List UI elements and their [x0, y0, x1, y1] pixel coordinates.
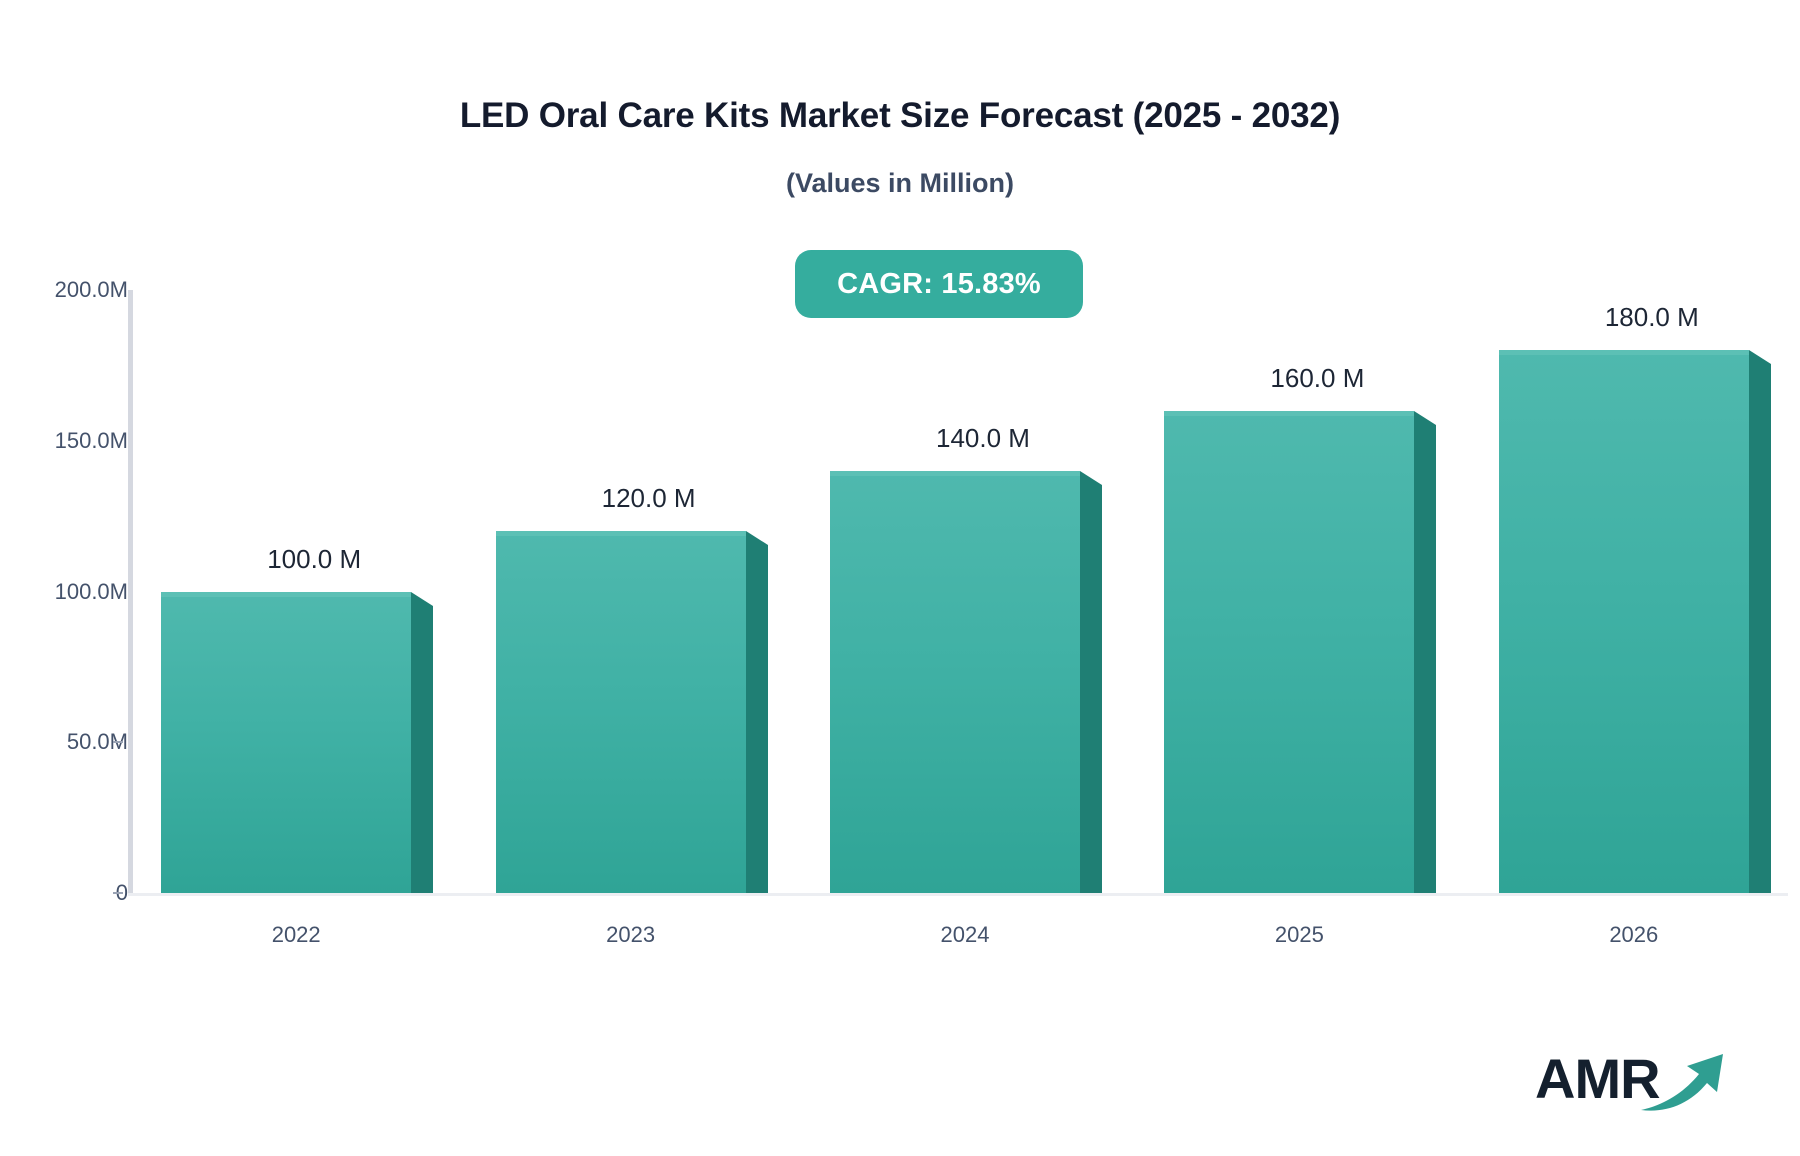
y-axis-tick-label: 100.0M — [54, 578, 128, 604]
y-axis-tick-label: 200.0M — [54, 277, 128, 302]
bar-value-label: 100.0 M — [267, 543, 362, 574]
bar-top-face — [1748, 350, 1771, 365]
x-axis-tick-label: 2024 — [940, 922, 990, 947]
bar-top-highlight — [161, 591, 412, 597]
bar-value-label: 160.0 M — [1270, 362, 1365, 393]
bar-top-highlight — [495, 531, 746, 537]
y-axis-tick-label: 0 — [115, 880, 128, 905]
x-axis-baseline — [128, 893, 1788, 896]
bar-top-highlight — [830, 470, 1080, 476]
y-axis-tick-label: 150.0M — [54, 427, 128, 453]
bar-top-face — [411, 591, 434, 606]
x-axis-tick-label: 2026 — [1609, 922, 1659, 947]
bar-top-highlight — [1498, 350, 1749, 356]
bar-front-face — [1498, 350, 1749, 893]
x-axis-tick-label: 2022 — [271, 922, 321, 947]
bar-side-face — [1414, 424, 1437, 893]
bar-top-face — [745, 531, 768, 546]
bar-side-face — [411, 605, 434, 893]
x-axis-tick-label: 2025 — [1274, 922, 1324, 947]
bars-layer: 100.0 M 2022 120.0 M 2023 140.0 M 2024 160.0 M… — [128, 0, 1800, 1156]
cagr-badge: CAGR: 15.83% — [795, 250, 1083, 318]
bar-value-label: 120.0 M — [601, 483, 696, 514]
amr-logo: AMR — [1535, 1040, 1725, 1120]
bar — [1498, 350, 1771, 893]
bar-top-face — [1080, 470, 1102, 485]
y-axis-tick-mark — [113, 892, 123, 894]
bar-front-face — [830, 470, 1080, 893]
upward-arrow-icon — [1641, 1054, 1723, 1111]
bar — [1164, 410, 1437, 893]
bar-front-face — [1164, 410, 1415, 893]
y-axis: 0 50.0M 100.0M 150.0M 200.0M — [0, 0, 128, 1156]
bar-top-highlight — [1164, 410, 1415, 416]
bar — [830, 470, 1102, 893]
bar-value-label: 140.0 M — [936, 422, 1030, 453]
page-title: LED Oral Care Kits Market Size Forecast … — [459, 96, 1341, 135]
bar-side-face — [1748, 364, 1771, 893]
bar-front-face — [495, 531, 746, 893]
bar-side-face — [745, 545, 768, 893]
y-axis-tick-mark — [113, 741, 123, 744]
bar-side-face — [1080, 484, 1102, 893]
y-axis-tick-label: 50.0M — [66, 729, 128, 755]
bar-front-face — [161, 591, 412, 893]
bar — [161, 591, 434, 893]
bar-value-label: 180.0 M — [1604, 302, 1699, 333]
x-axis-tick-label: 2023 — [606, 922, 656, 947]
bar — [495, 531, 768, 893]
bar-top-face — [1414, 410, 1437, 425]
amr-logo-text: AMR — [1535, 1047, 1661, 1110]
y-axis-line — [128, 290, 133, 894]
cagr-badge-label: CAGR: 15.83% — [837, 267, 1041, 300]
chart-subtitle: (Values in Million) — [785, 168, 1015, 198]
